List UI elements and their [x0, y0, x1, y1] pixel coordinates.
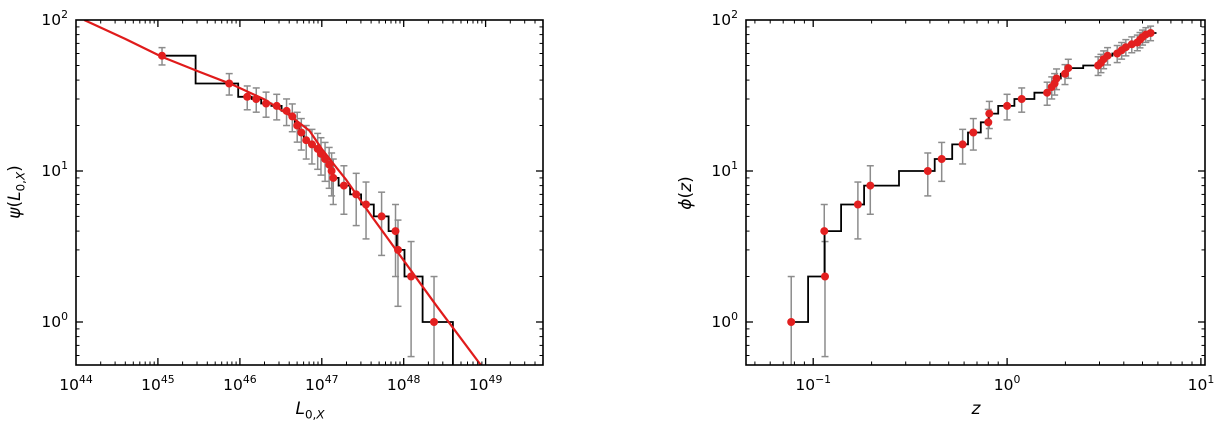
y-axis-label: ψ(L0,X)	[5, 165, 28, 219]
x-tick-label: 1046	[223, 373, 257, 394]
x-axis-label: L0,X	[296, 399, 326, 422]
data-point	[282, 106, 291, 115]
data-point	[985, 109, 994, 118]
data-point	[391, 227, 400, 236]
data-point	[329, 173, 338, 182]
y-tick-label: 102	[711, 8, 738, 29]
data-point	[853, 200, 862, 209]
data-point	[1003, 101, 1012, 110]
data-point	[252, 95, 261, 103]
powerlaw-fit-line	[83, 20, 483, 365]
data-point	[362, 200, 370, 209]
y-tick-label: 101	[711, 159, 738, 180]
data-point	[1064, 64, 1073, 73]
data-point	[243, 92, 252, 101]
x-tick-label: 10−1	[795, 373, 831, 394]
data-point	[339, 181, 348, 190]
data-point	[272, 101, 281, 110]
data-point	[1146, 29, 1155, 37]
data-point	[820, 227, 829, 236]
plot-area	[787, 25, 1157, 365]
xray-luminosity-function-panel: 1044 1045 1046 1047 1048 1049 100 101 102 L0,X ψ(L…	[5, 8, 544, 422]
data-point	[1017, 95, 1026, 103]
axis-ticks	[746, 20, 1205, 365]
data-points	[158, 51, 438, 326]
data-points	[787, 29, 1155, 326]
x-tick-label: 1044	[59, 373, 93, 394]
redshift-cumulative-distribution-panel: 10−1 100 101 100 101 102 z ϕ(z)	[676, 8, 1214, 419]
data-point	[787, 318, 796, 326]
data-point	[969, 128, 978, 137]
tick-labels: 10−1 100 101 100 101 102	[711, 8, 1214, 394]
error-bars	[158, 46, 438, 365]
x-axis-label: z	[971, 399, 982, 419]
data-point	[923, 167, 932, 175]
data-point	[225, 79, 234, 88]
data-point	[1103, 51, 1112, 60]
data-point	[262, 99, 271, 108]
data-point	[430, 318, 438, 326]
data-point	[866, 181, 875, 190]
data-point	[984, 118, 993, 127]
step-histogram	[791, 32, 1157, 323]
data-point	[325, 160, 334, 169]
data-point	[1121, 43, 1130, 52]
y-axis-label: ϕ(z)	[676, 176, 696, 209]
data-point	[407, 272, 416, 281]
plot-frame	[745, 19, 1206, 366]
plot-frame	[75, 19, 544, 366]
data-point	[293, 121, 302, 130]
data-point	[158, 51, 166, 60]
y-tick-label: 100	[41, 310, 68, 331]
x-tick-label: 1049	[469, 373, 503, 394]
x-tick-label: 1048	[387, 373, 421, 394]
x-tick-label: 1045	[141, 373, 175, 394]
data-point	[937, 155, 946, 163]
y-tick-label: 102	[41, 8, 68, 29]
error-bars	[787, 25, 1155, 365]
data-point	[327, 167, 336, 175]
data-point	[302, 136, 311, 145]
data-point	[1043, 88, 1052, 97]
data-point	[394, 245, 402, 254]
tick-labels: 1044 1045 1046 1047 1048 1049 100 101 102	[41, 8, 502, 394]
data-point	[377, 212, 386, 221]
x-tick-label: 100	[994, 373, 1021, 394]
data-point	[321, 155, 330, 163]
data-point	[308, 140, 316, 149]
x-tick-label: 1047	[305, 373, 339, 394]
plot-area	[83, 20, 483, 365]
x-tick-label: 101	[1188, 373, 1215, 394]
data-point	[297, 128, 306, 137]
y-tick-label: 101	[41, 159, 68, 180]
axis-ticks	[76, 20, 544, 365]
step-histogram	[162, 54, 454, 365]
data-point	[1052, 74, 1061, 83]
y-tick-label: 100	[711, 310, 738, 331]
data-point	[352, 190, 361, 199]
data-point	[821, 272, 829, 281]
data-point	[288, 112, 297, 121]
data-point	[958, 140, 967, 149]
